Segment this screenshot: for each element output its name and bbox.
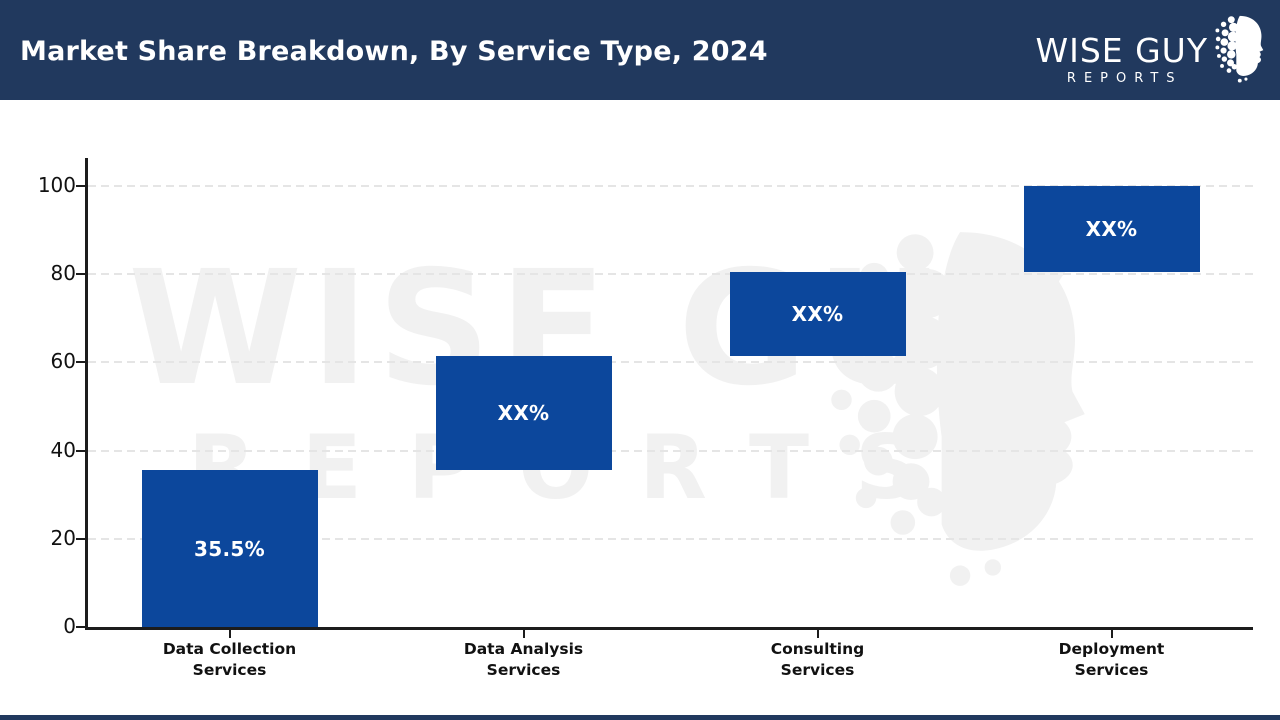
y-tick-mark — [76, 626, 85, 628]
wiseguy-logo: WISE GUY REPORTS — [1035, 8, 1266, 86]
footer-bar — [0, 715, 1280, 720]
header: Market Share Breakdown, By Service Type,… — [0, 0, 1280, 100]
page-title: Market Share Breakdown, By Service Type,… — [20, 36, 768, 67]
gridline — [88, 537, 1253, 540]
bar-value-label: XX% — [791, 301, 844, 326]
y-tick-label: 80 — [50, 261, 76, 286]
logo-wordmark: WISE GUY — [1035, 31, 1208, 70]
y-tick-mark — [76, 449, 85, 452]
bar: XX% — [435, 355, 612, 471]
gridline — [88, 449, 1253, 452]
gridline — [88, 185, 1253, 187]
y-tick-label: 0 — [63, 614, 76, 638]
bar: 35.5% — [141, 470, 318, 627]
y-tick-mark — [76, 537, 85, 540]
y-tick-label: 100 — [37, 173, 76, 197]
y-tick-mark — [76, 361, 85, 364]
category-label-line: Consulting — [770, 640, 865, 658]
wiseguy-head-logo-icon — [1212, 14, 1266, 84]
bar: XX% — [1023, 186, 1200, 272]
category-label: Consulting Services — [668, 639, 968, 681]
x-tick-mark — [816, 630, 819, 638]
category-label-line: Services — [486, 661, 561, 679]
gridline — [88, 361, 1253, 364]
category-label-line: Services — [780, 661, 855, 679]
category-label-line: Services — [192, 661, 267, 679]
x-tick-mark — [1110, 630, 1113, 638]
x-tick-mark — [522, 630, 525, 638]
bar-value-label: 35.5% — [194, 536, 265, 561]
y-tick-mark — [76, 273, 85, 276]
logo-subtitle: REPORTS — [1066, 71, 1183, 86]
gridline — [88, 273, 1253, 276]
y-tick-mark — [76, 185, 85, 187]
category-label-line: Services — [1074, 661, 1149, 679]
wiseguy-logo-text: WISE GUY REPORTS — [1035, 34, 1208, 86]
category-label-line: Data Analysis — [463, 640, 584, 658]
y-tick-label: 20 — [50, 525, 76, 550]
x-axis-line — [85, 627, 1253, 630]
category-label-line: Data Collection — [162, 640, 297, 658]
bar-value-label: XX% — [1085, 216, 1138, 241]
y-axis-line — [85, 158, 88, 630]
x-tick-mark — [228, 630, 231, 638]
category-label-line: Deployment — [1058, 640, 1165, 658]
category-label: Deployment Services — [962, 639, 1262, 681]
bar-value-label: XX% — [497, 401, 550, 426]
y-tick-label: 60 — [50, 349, 76, 374]
bar: XX% — [729, 271, 906, 356]
y-tick-label: 40 — [50, 437, 76, 462]
category-label: Data Analysis Services — [374, 639, 674, 681]
category-label: Data Collection Services — [80, 639, 380, 681]
